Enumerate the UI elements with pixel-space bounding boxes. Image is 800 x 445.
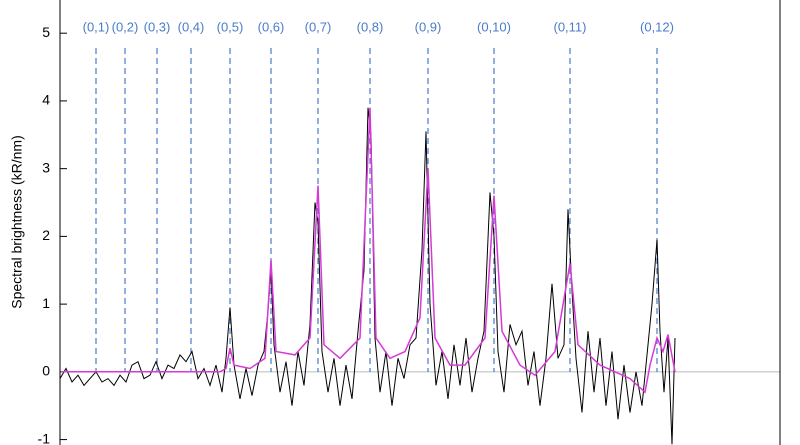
band-label: (0,11)	[554, 19, 587, 34]
y-tick-label: 4	[42, 92, 50, 108]
band-label: (0,2)	[112, 19, 139, 34]
band-label: (0,1)	[83, 19, 110, 34]
band-label: (0,8)	[357, 19, 384, 34]
y-axis-label: Spectral brightness (kR/nm)	[9, 135, 25, 309]
band-label: (0,10)	[477, 19, 511, 34]
band-label: (0,12)	[640, 19, 674, 34]
y-tick-label: 0	[42, 363, 50, 379]
series-line	[60, 107, 676, 394]
band-label: (0,5)	[217, 19, 244, 34]
band-label: (0,6)	[258, 19, 285, 34]
y-tick-label: 1	[42, 295, 50, 311]
band-label: (0,9)	[415, 19, 442, 34]
band-label: (0,3)	[144, 19, 171, 34]
y-tick-label: 3	[42, 159, 50, 175]
y-tick-label: 2	[42, 227, 50, 243]
band-label: (0,4)	[178, 19, 205, 34]
y-tick-label: 5	[42, 24, 50, 40]
band-label: (0,7)	[305, 19, 332, 34]
y-tick-label: -1	[38, 430, 51, 445]
